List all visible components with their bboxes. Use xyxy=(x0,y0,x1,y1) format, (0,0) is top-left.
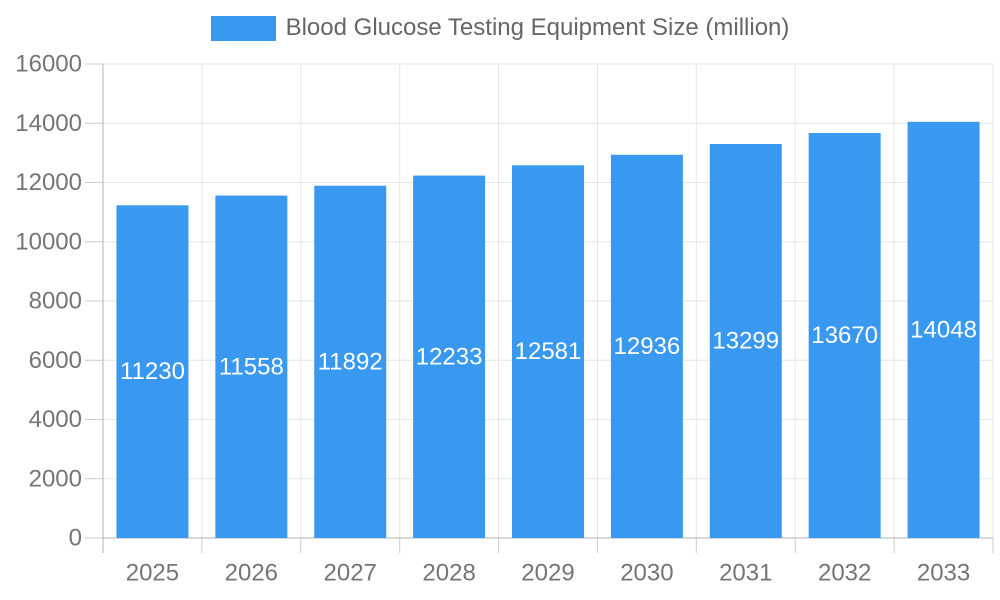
bar-2030[interactable] xyxy=(610,154,683,538)
bar-2031[interactable] xyxy=(709,144,782,538)
legend-swatch xyxy=(210,15,276,41)
bar-2032[interactable] xyxy=(808,133,881,538)
bar-value-label: 11558 xyxy=(219,353,284,380)
x-axis-label: 2029 xyxy=(521,560,574,587)
bar-value-label: 11230 xyxy=(120,358,185,385)
y-axis-label: 16000 xyxy=(15,51,82,78)
bar-value-label: 14048 xyxy=(910,316,977,343)
bar-value-label: 12233 xyxy=(416,343,483,370)
x-axis-label: 2028 xyxy=(422,560,475,587)
x-axis-label: 2027 xyxy=(324,560,377,587)
bar-2033[interactable] xyxy=(907,121,980,538)
bar-value-label: 12581 xyxy=(515,338,582,365)
legend-item[interactable]: Blood Glucose Testing Equipment Size (mi… xyxy=(0,14,1000,42)
y-axis-label: 8000 xyxy=(29,288,82,315)
bar-2026[interactable] xyxy=(215,195,288,539)
bar-2029[interactable] xyxy=(512,165,584,538)
x-axis-label: 2031 xyxy=(719,560,772,587)
legend-label: Blood Glucose Testing Equipment Size (mi… xyxy=(285,14,790,41)
y-axis-label: 12000 xyxy=(15,169,82,196)
x-axis-label: 2030 xyxy=(620,560,673,587)
bar-value-label: 13670 xyxy=(811,322,878,349)
x-axis-label: 2026 xyxy=(225,560,278,587)
bar-2025[interactable] xyxy=(116,205,189,538)
y-axis-label: 10000 xyxy=(15,228,82,255)
y-axis-label: 2000 xyxy=(29,465,82,492)
x-axis-label: 2025 xyxy=(126,560,179,587)
y-axis-label: 4000 xyxy=(29,406,82,433)
y-axis-label: 14000 xyxy=(15,110,82,137)
y-axis-label: 6000 xyxy=(29,347,82,374)
y-axis-label: 0 xyxy=(69,525,82,552)
bar-2028[interactable] xyxy=(413,175,486,538)
bar-2027[interactable] xyxy=(314,185,387,538)
bar-value-label: 13299 xyxy=(712,328,779,355)
x-axis-label: 2032 xyxy=(818,560,871,587)
bar-value-label: 12936 xyxy=(614,333,681,360)
bar-value-label: 11892 xyxy=(318,348,383,375)
x-axis-label: 2033 xyxy=(917,560,970,587)
